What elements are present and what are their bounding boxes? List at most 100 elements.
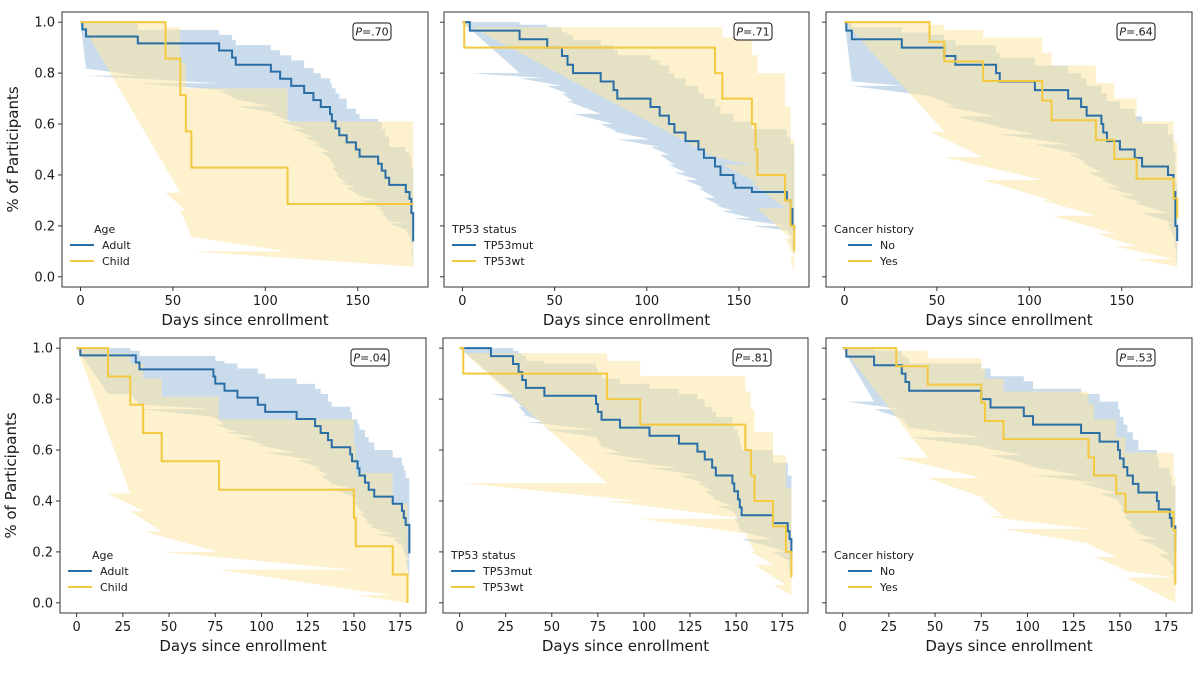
x-tick-label: 100 — [634, 294, 659, 309]
x-axis-label: Days since enrollment — [542, 637, 709, 655]
p-value-badge: P=.70 — [352, 22, 392, 41]
plot-area — [844, 21, 1179, 267]
km-curve-child — [76, 347, 409, 603]
x-tick-label: 150 — [345, 294, 370, 309]
x-axis-label: Days since enrollment — [925, 311, 1092, 329]
km-curve-yes — [844, 21, 1179, 219]
legend-label-tp53mut: TP53mut — [483, 239, 534, 252]
legend-title: Cancer history — [834, 549, 915, 562]
legend-title: TP53 status — [450, 549, 516, 562]
legend: Age Adult Child — [68, 549, 129, 594]
x-tick-label: 100 — [249, 620, 274, 635]
panel-top-left: 0 50 100 150 0.0 0.2 0.4 0.6 0.8 1.0 Days since en… — [4, 11, 429, 329]
km-curve-tp53mut — [459, 347, 793, 560]
p-value-badge: P=.64 — [1116, 22, 1156, 41]
x-tick-label: 50 — [927, 620, 944, 635]
y-axis-label: % of Participants — [2, 412, 20, 539]
legend-label-tp53wt: TP53wt — [483, 255, 525, 268]
x-tick-label: 25 — [497, 620, 514, 635]
axes-frame — [61, 11, 429, 288]
x-tick-label: 125 — [295, 620, 320, 635]
legend-title: Age — [92, 549, 114, 562]
km-curve-tp53wt — [462, 21, 796, 252]
ci-band-child — [80, 22, 414, 267]
km-curve-adult — [80, 21, 415, 242]
plot-area — [76, 347, 411, 603]
x-tick-label: 50 — [161, 620, 178, 635]
legend-title: TP53 status — [451, 223, 517, 236]
legend-label-adult: Adult — [102, 239, 131, 252]
x-tick-label: 25 — [115, 620, 132, 635]
y-tick-label: 0.2 — [32, 545, 53, 560]
y-tick-label: 0.2 — [34, 219, 55, 234]
legend-title: Cancer history — [834, 223, 915, 236]
legend: TP53 status TP53mut TP53wt — [450, 549, 533, 594]
x-tick-label: 50 — [165, 294, 182, 309]
plot-area — [842, 347, 1177, 603]
legend-title: Age — [94, 223, 116, 236]
legend-label-child: Child — [102, 255, 130, 268]
x-tick-label: 175 — [388, 620, 413, 635]
x-tick-label: 175 — [1154, 620, 1179, 635]
x-axis-label: Days since enrollment — [925, 637, 1092, 655]
y-tick-label: 1.0 — [34, 16, 55, 31]
x-tick-label: 0 — [840, 294, 848, 309]
legend-label-child: Child — [100, 581, 128, 594]
p-value-text: P=.04 — [353, 352, 386, 365]
legend: Age Adult Child — [70, 223, 131, 268]
y-tick-label: 0.4 — [32, 494, 53, 509]
ci-band-yes — [842, 348, 1176, 603]
x-tick-label: 50 — [929, 294, 946, 309]
legend: Cancer history No Yes — [834, 549, 915, 594]
y-tick-label: 0.8 — [32, 393, 53, 408]
km-curve-adult — [76, 347, 411, 554]
axes-frame — [443, 11, 810, 288]
x-tick-label: 75 — [207, 620, 224, 635]
axes-frame — [59, 337, 427, 614]
x-tick-label: 150 — [724, 620, 749, 635]
x-axis-label: Days since enrollment — [543, 311, 710, 329]
x-tick-label: 150 — [1107, 620, 1132, 635]
ci-band-tp53wt — [459, 348, 792, 596]
x-tick-label: 100 — [253, 294, 278, 309]
km-curve-yes — [842, 347, 1177, 585]
ci-band-tp53mut — [462, 22, 795, 257]
p-value-text: P=.70 — [355, 26, 388, 39]
x-tick-label: 125 — [678, 620, 703, 635]
legend-label-yes: Yes — [879, 255, 898, 268]
x-tick-label: 0 — [72, 620, 80, 635]
x-tick-label: 0 — [455, 620, 463, 635]
plot-area — [459, 347, 793, 596]
y-tick-label: 0.0 — [34, 270, 55, 285]
km-curve-tp53mut — [462, 21, 796, 231]
x-tick-label: 125 — [1061, 620, 1086, 635]
x-tick-label: 100 — [1015, 620, 1040, 635]
y-tick-label: 0.6 — [34, 118, 55, 133]
x-axis-label: Days since enrollment — [159, 637, 326, 655]
legend: TP53 status TP53mut TP53wt — [451, 223, 534, 268]
p-value-badge: P=.81 — [732, 348, 772, 367]
plot-area — [462, 21, 796, 275]
ci-band-yes — [844, 22, 1178, 267]
y-tick-label: 0.6 — [32, 444, 53, 459]
p-value-badge: P=.71 — [733, 22, 773, 41]
x-tick-label: 75 — [590, 620, 607, 635]
ci-band-child — [76, 348, 408, 603]
x-tick-label: 25 — [881, 620, 898, 635]
p-value-badge: P=.53 — [1116, 348, 1156, 367]
legend: Cancer history No Yes — [834, 223, 915, 268]
x-tick-label: 150 — [1109, 294, 1134, 309]
x-tick-label: 100 — [1017, 294, 1042, 309]
ci-band-tp53wt — [462, 22, 795, 275]
plot-area — [80, 21, 415, 267]
x-tick-label: 75 — [973, 620, 990, 635]
axes-frame — [825, 11, 1193, 288]
panel-bottom-left: 0 25 50 75 100 125 150 175 0.0 0.2 0.4 0.6 0.8 1.0 Day… — [2, 337, 427, 655]
p-value-text: P=.64 — [1119, 26, 1152, 39]
legend-label-yes: Yes — [879, 581, 898, 594]
axes-frame — [442, 337, 809, 614]
y-tick-label: 0.8 — [34, 67, 55, 82]
x-tick-label: 100 — [632, 620, 657, 635]
x-tick-label: 0 — [838, 620, 846, 635]
y-tick-label: 0.0 — [32, 596, 53, 611]
